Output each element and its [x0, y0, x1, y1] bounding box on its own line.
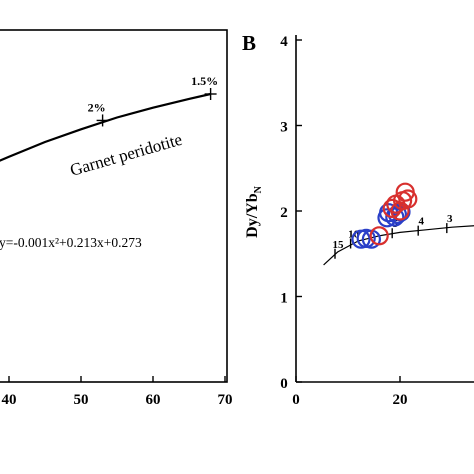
melting-curve-tick-label: 15 [333, 239, 345, 251]
red-sample-point [369, 226, 389, 246]
panel-b-x-tick-label: 20 [393, 392, 408, 408]
panel-b-y-tick-label: 1 [280, 291, 288, 307]
panel-a-x-tick-label: 50 [74, 392, 89, 408]
panel-b-y-tick-label: 4 [280, 34, 288, 50]
panel-b-x-tick-label: 0 [292, 392, 300, 408]
sample-points [351, 182, 418, 249]
melt-marker-label: 1.5% [191, 74, 218, 88]
panel-a-x-tick-labels: 40 50 60 70 [2, 392, 233, 408]
melt-marker-label: 2% [88, 100, 106, 114]
red-sample-point [398, 189, 418, 209]
y-axis-label-main: Dy/Yb [244, 193, 261, 238]
blue-sample-point [387, 204, 407, 224]
y-axis-label-subscript: N [253, 185, 264, 193]
panel-a-x-tick-label: 40 [2, 392, 17, 408]
panel-b-y-tick-label: 3 [280, 120, 288, 136]
blue-sample-point [385, 207, 405, 227]
panel-b-y-tick-labels: 0 1 2 3 4 [280, 34, 288, 392]
panel-b-y-tick-label: 2 [280, 205, 288, 221]
garnet-peridotite-curve [0, 92, 211, 162]
melting-curve-tick-label: 5 [392, 218, 398, 230]
melting-curve-tick-label: 4 [418, 216, 424, 228]
panel-b-x-tick-labels: 0 20 [292, 392, 407, 408]
melting-curve [323, 225, 474, 266]
panel-b-label: B [242, 31, 256, 55]
regression-equation-text: =-0.001x²+0.213x+0.273 [6, 235, 142, 250]
panel-a-x-ticks [8, 376, 226, 382]
curve-label: Garnet peridotite [68, 130, 184, 180]
regression-equation-prefix: y [0, 235, 6, 250]
panel-a-x-tick-label: 70 [218, 392, 233, 408]
regression-equation: y=-0.001x²+0.213x+0.273 [0, 235, 142, 250]
panel-a-x-tick-label: 60 [146, 392, 161, 408]
panel-b-x-ticks [295, 376, 401, 382]
panel-a-melt-markers: 2% 1.5% [88, 74, 218, 127]
melting-curve-tick-label: 3 [447, 213, 453, 225]
panel-b-y-tick-label: 0 [280, 376, 288, 392]
panel-b-y-axis-label: Dy/YbN [244, 185, 264, 237]
panel-a-plot-frame [0, 29, 228, 383]
panel-a: 40 50 60 70 2% 1.5% Garnet peridotite y=-0.0… [0, 29, 233, 408]
panel-b-y-ticks [296, 39, 302, 383]
